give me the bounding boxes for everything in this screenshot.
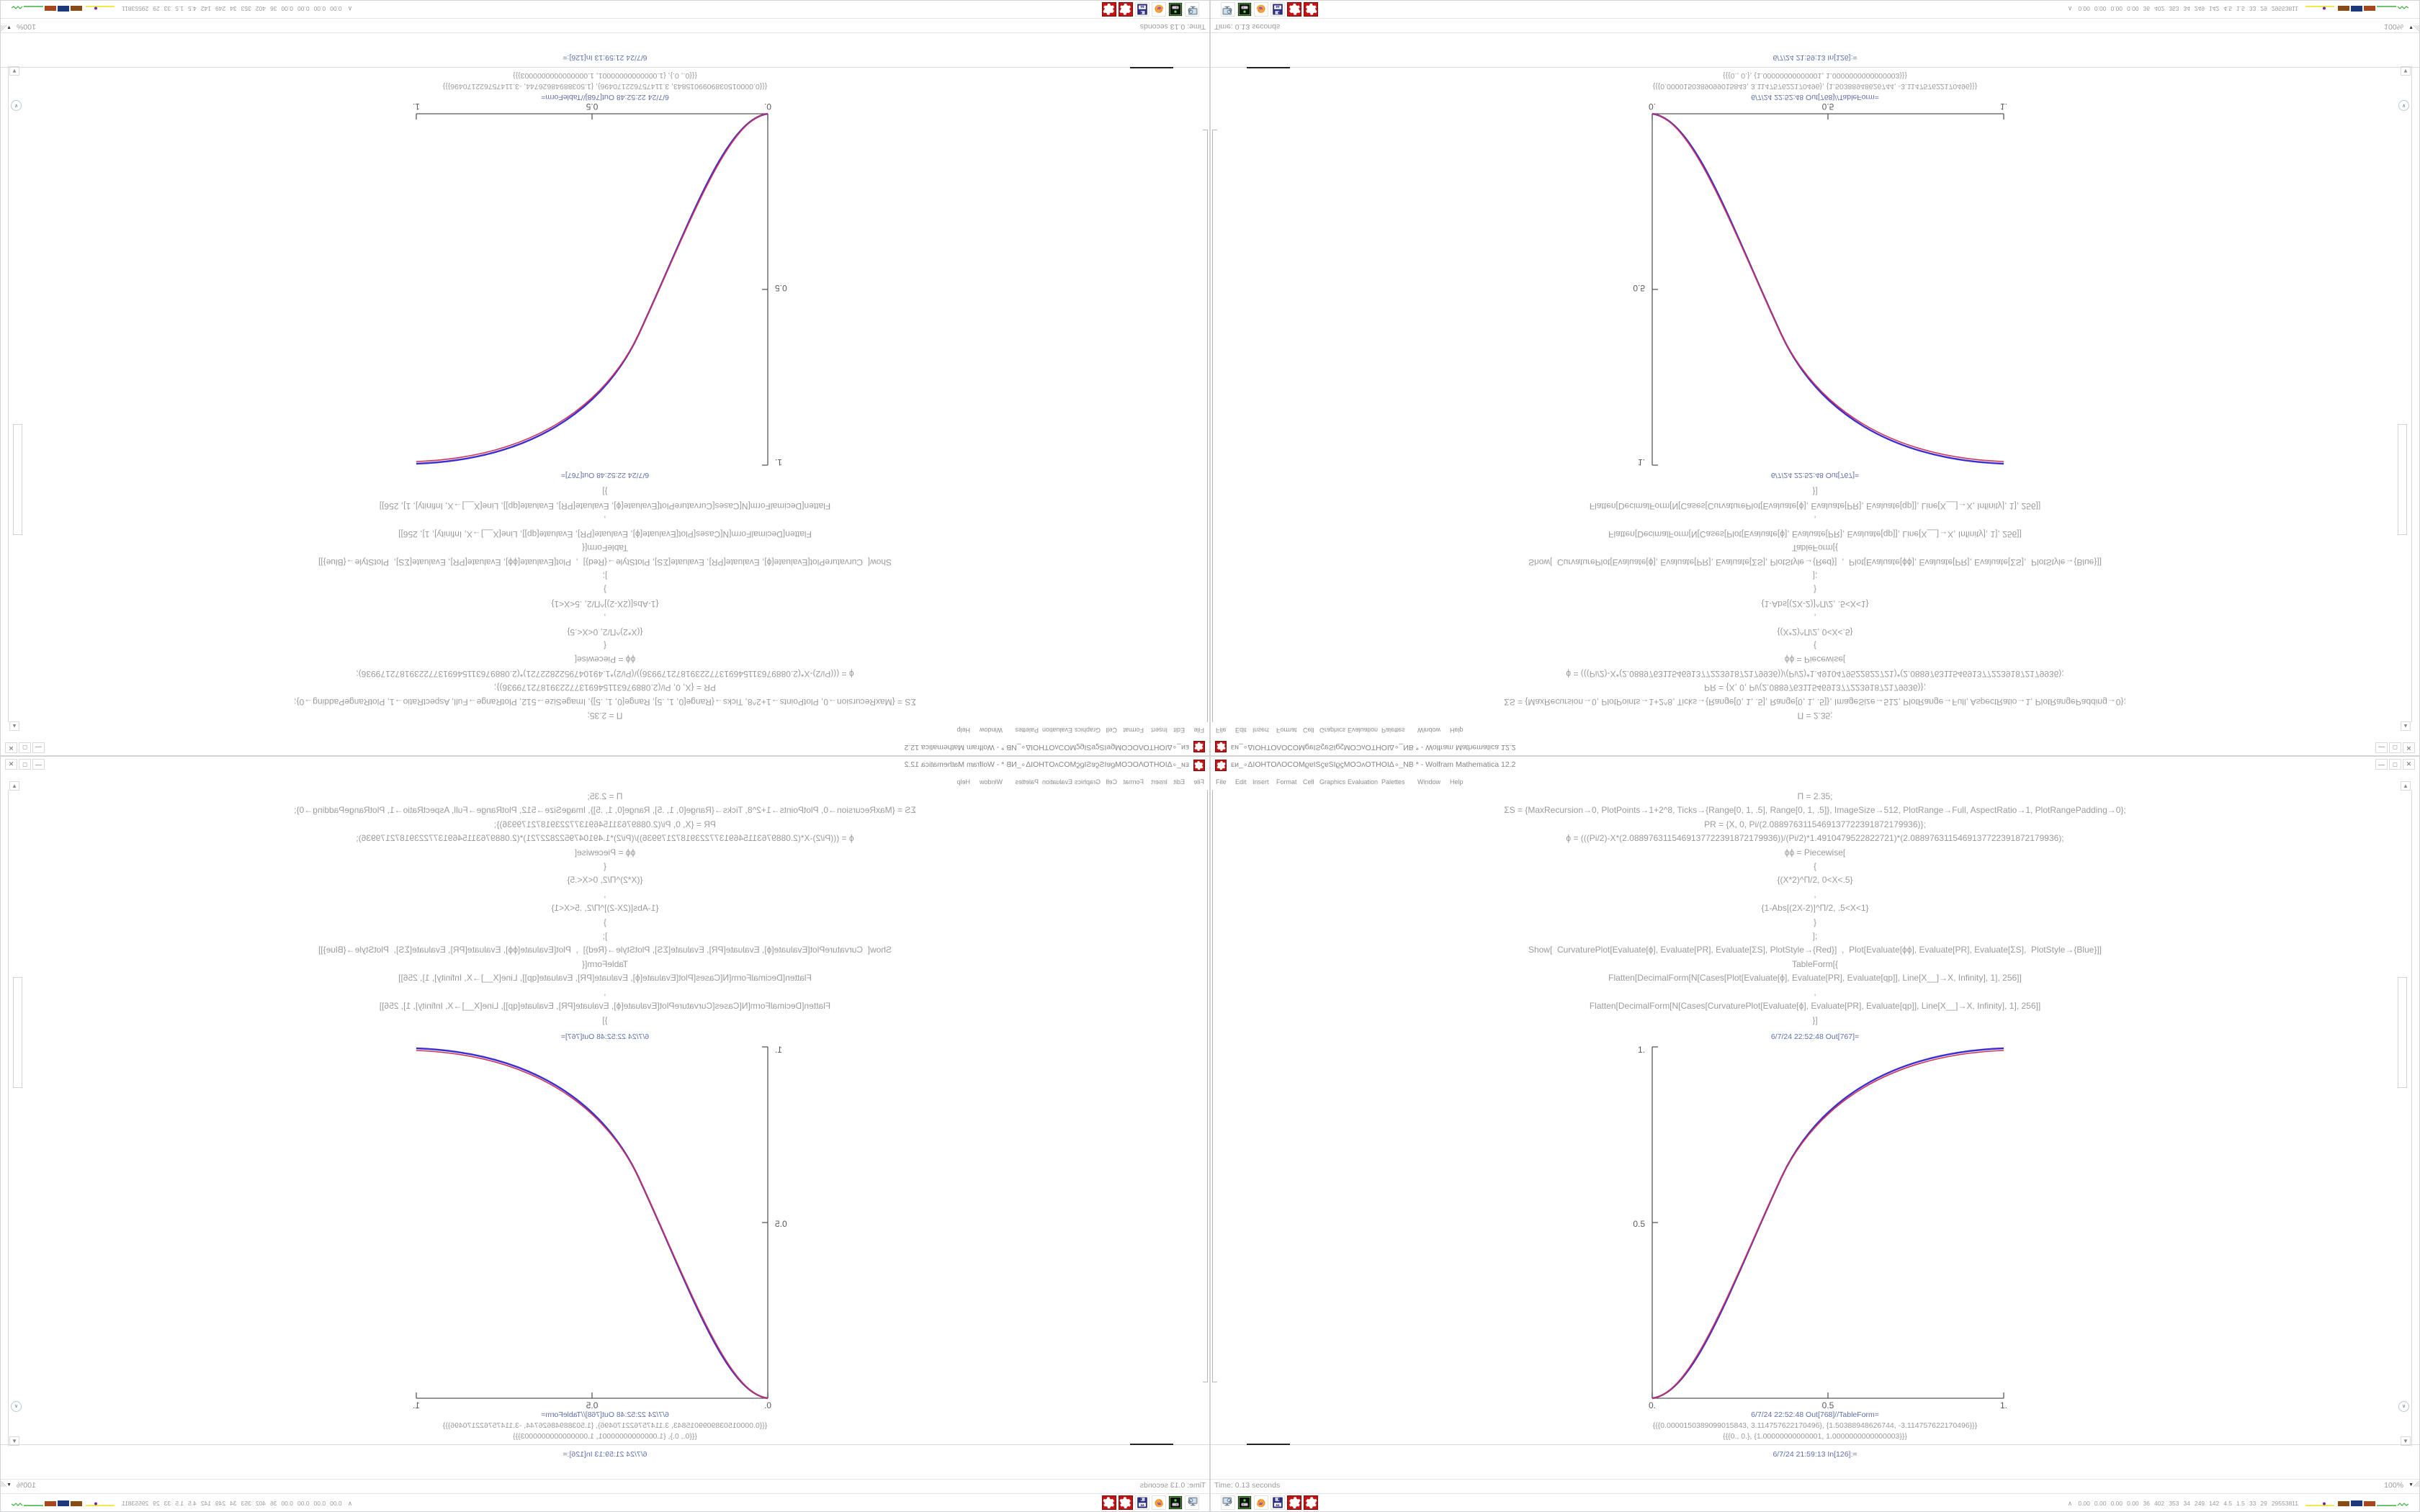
svg-text:0.5: 0.5 [1633,283,1645,293]
svg-text:1.: 1. [413,102,420,112]
svg-text:1.: 1. [775,1045,782,1055]
svg-text:1.: 1. [2000,1400,2007,1410]
svg-text:1.: 1. [413,1400,420,1410]
svg-text:64: 64 [1140,1503,1144,1507]
svg-text:64: 64 [1140,5,1144,9]
svg-text:0.5: 0.5 [586,102,598,112]
svg-text:1.: 1. [1638,1045,1645,1055]
svg-text:0.: 0. [764,1400,771,1410]
svg-text:0.: 0. [1649,102,1656,112]
svg-text:1.: 1. [2000,102,2007,112]
svg-text:0.5: 0.5 [775,283,787,293]
svg-text:0.5: 0.5 [1822,1400,1834,1410]
svg-text:0.: 0. [764,102,771,112]
svg-text:0.5: 0.5 [586,1400,598,1410]
svg-text:1.: 1. [775,457,782,467]
svg-text:1.: 1. [1638,457,1645,467]
svg-text:0.5: 0.5 [1822,102,1834,112]
svg-text:64: 64 [1276,1503,1280,1507]
svg-text:64: 64 [1276,5,1280,9]
svg-text:0.: 0. [1649,1400,1656,1410]
svg-text:0.5: 0.5 [775,1219,787,1229]
svg-text:0.5: 0.5 [1633,1219,1645,1229]
